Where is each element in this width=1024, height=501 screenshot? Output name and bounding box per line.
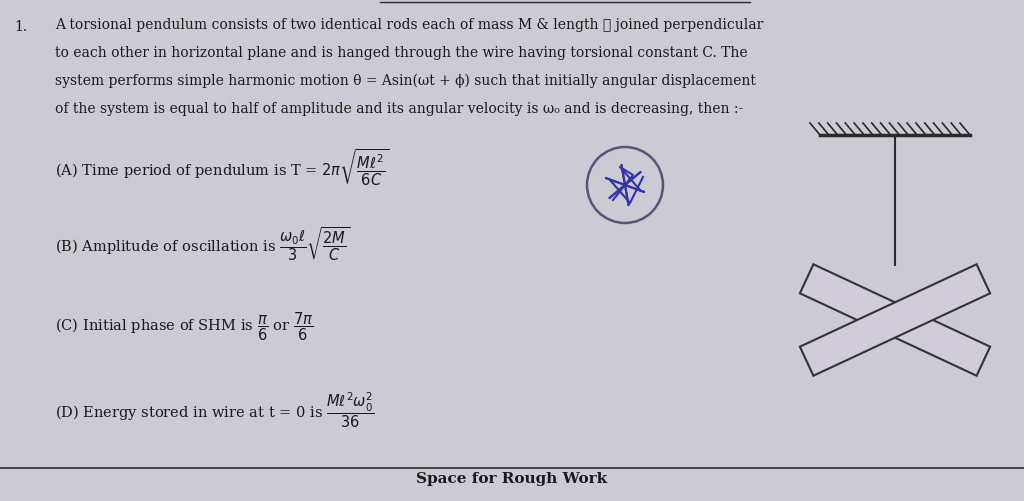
Text: (C) Initial phase of SHM is $\dfrac{\pi}{6}$ or $\dfrac{7\pi}{6}$: (C) Initial phase of SHM is $\dfrac{\pi}… <box>55 310 313 343</box>
Text: A torsional pendulum consists of two identical rods each of mass M & length ℓ jo: A torsional pendulum consists of two ide… <box>55 18 763 32</box>
Polygon shape <box>800 265 990 376</box>
Text: of the system is equal to half of amplitude and its angular velocity is ω₀ and i: of the system is equal to half of amplit… <box>55 102 743 116</box>
Text: to each other in horizontal plane and is hanged through the wire having torsiona: to each other in horizontal plane and is… <box>55 46 748 60</box>
Polygon shape <box>800 265 990 376</box>
Text: 1.: 1. <box>14 20 27 34</box>
Text: Space for Rough Work: Space for Rough Work <box>417 472 607 486</box>
Text: (A) Time period of pendulum is T = $2\pi\sqrt{\dfrac{M\ell^2}{6C}}$: (A) Time period of pendulum is T = $2\pi… <box>55 148 389 188</box>
Text: (D) Energy stored in wire at t = 0 is $\dfrac{M\ell^2\omega_0^2}{36}$: (D) Energy stored in wire at t = 0 is $\… <box>55 390 375 430</box>
Text: system performs simple harmonic motion θ = Asin(ωt + ϕ) such that initially angu: system performs simple harmonic motion θ… <box>55 74 756 88</box>
Text: (B) Amplitude of oscillation is $\dfrac{\omega_0\ell}{3}\sqrt{\dfrac{2M}{C}}$: (B) Amplitude of oscillation is $\dfrac{… <box>55 225 350 263</box>
